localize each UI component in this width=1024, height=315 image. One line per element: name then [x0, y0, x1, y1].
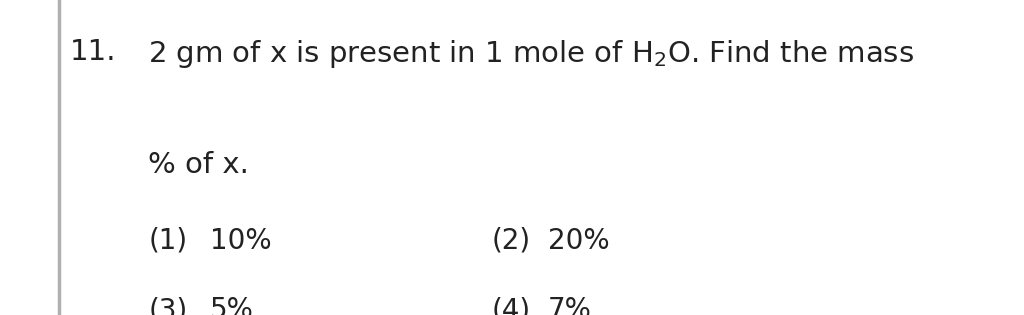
Text: 11.: 11. [70, 38, 116, 66]
Text: (2): (2) [492, 227, 530, 255]
Text: (4): (4) [492, 296, 530, 315]
Text: 2 gm of x is present in 1 mole of $\mathregular{H_2O}$. Find the mass: 2 gm of x is present in 1 mole of $\math… [148, 38, 914, 70]
Text: 10%: 10% [210, 227, 271, 255]
Text: 7%: 7% [548, 296, 592, 315]
Text: 20%: 20% [548, 227, 609, 255]
Text: % of x.: % of x. [148, 151, 250, 179]
Text: (1): (1) [148, 227, 187, 255]
Text: 5%: 5% [210, 296, 254, 315]
Text: (3): (3) [148, 296, 187, 315]
